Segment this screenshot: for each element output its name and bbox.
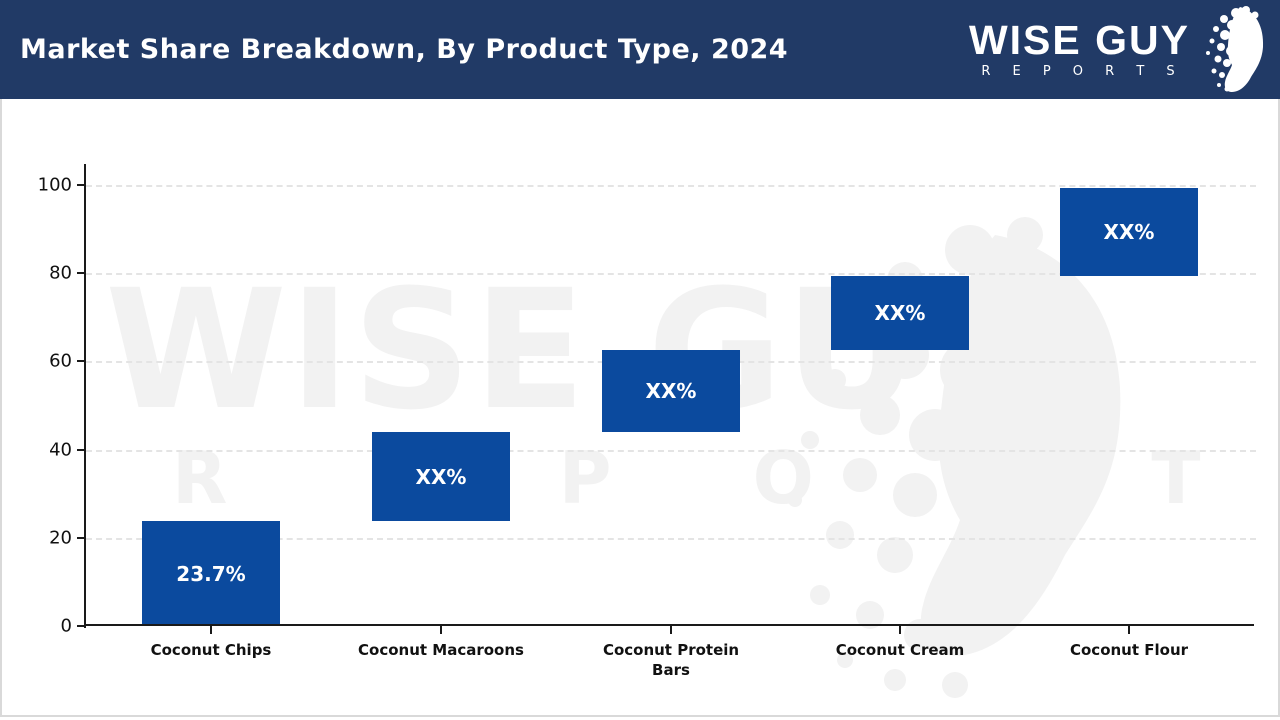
bar-segment: XX% [602, 349, 740, 433]
y-tick-label-60: 60 [49, 350, 72, 372]
bar-segment: XX% [372, 432, 510, 522]
x-category-label: Coconut Macaroons [358, 641, 524, 659]
logo-text: WISE GUY R E P O R T S [968, 17, 1190, 80]
y-tick-label-20: 20 [49, 527, 72, 549]
y-axis-line [84, 164, 86, 628]
x-tick-2 [670, 626, 672, 634]
y-tick-0 [77, 625, 85, 627]
x-axis-line [84, 624, 1254, 626]
x-tick-3 [899, 626, 901, 634]
bar-value-label: XX% [645, 379, 697, 404]
x-category-label: Coconut Cream [835, 641, 965, 659]
page-title: Market Share Breakdown, By Product Type,… [20, 34, 789, 65]
bar-value-label: XX% [1103, 219, 1155, 244]
x-tick-0 [210, 626, 212, 634]
y-tick-40 [77, 448, 85, 451]
logo-subtitle: R E P O R T S [981, 64, 1184, 79]
header-band: Market Share Breakdown, By Product Type,… [0, 0, 1280, 99]
y-tick-80 [77, 272, 85, 275]
wise-guy-reports-logo: WISE GUY R E P O R T S [969, 5, 1280, 95]
y-tick-label-80: 80 [49, 262, 72, 284]
logo-wordmark: WISE GUY [968, 17, 1190, 63]
x-category-label: Coconut Protein Bars [602, 641, 740, 680]
gridline-100 [86, 185, 1256, 187]
y-tick-20 [77, 536, 85, 539]
bar-segment: 23.7% [142, 521, 280, 626]
y-tick-label-40: 40 [49, 439, 72, 461]
bar-value-label: 23.7% [176, 561, 246, 586]
y-tick-100 [77, 184, 85, 186]
gridline-20 [86, 537, 1256, 540]
bar-value-label: XX% [415, 464, 467, 489]
logo-face-icon [1206, 5, 1264, 92]
bar-segment: XX% [831, 275, 969, 350]
bar-segment: XX% [1060, 188, 1198, 276]
y-tick-60 [77, 360, 85, 363]
x-tick-4 [1128, 626, 1130, 634]
bar-value-label: XX% [874, 300, 926, 325]
gridline-40 [86, 449, 1256, 452]
chart-plot-area: 0 20 40 60 80 100 23.7% Coconut Chips XX% Coconut… [0, 99, 1280, 715]
y-tick-label-0: 0 [60, 615, 72, 637]
x-tick-1 [440, 626, 442, 634]
x-category-label: Coconut Chips [150, 641, 272, 659]
gridline-80 [86, 273, 1256, 276]
x-category-label: Coconut Flour [1069, 641, 1189, 659]
y-tick-label-100: 100 [37, 174, 72, 196]
